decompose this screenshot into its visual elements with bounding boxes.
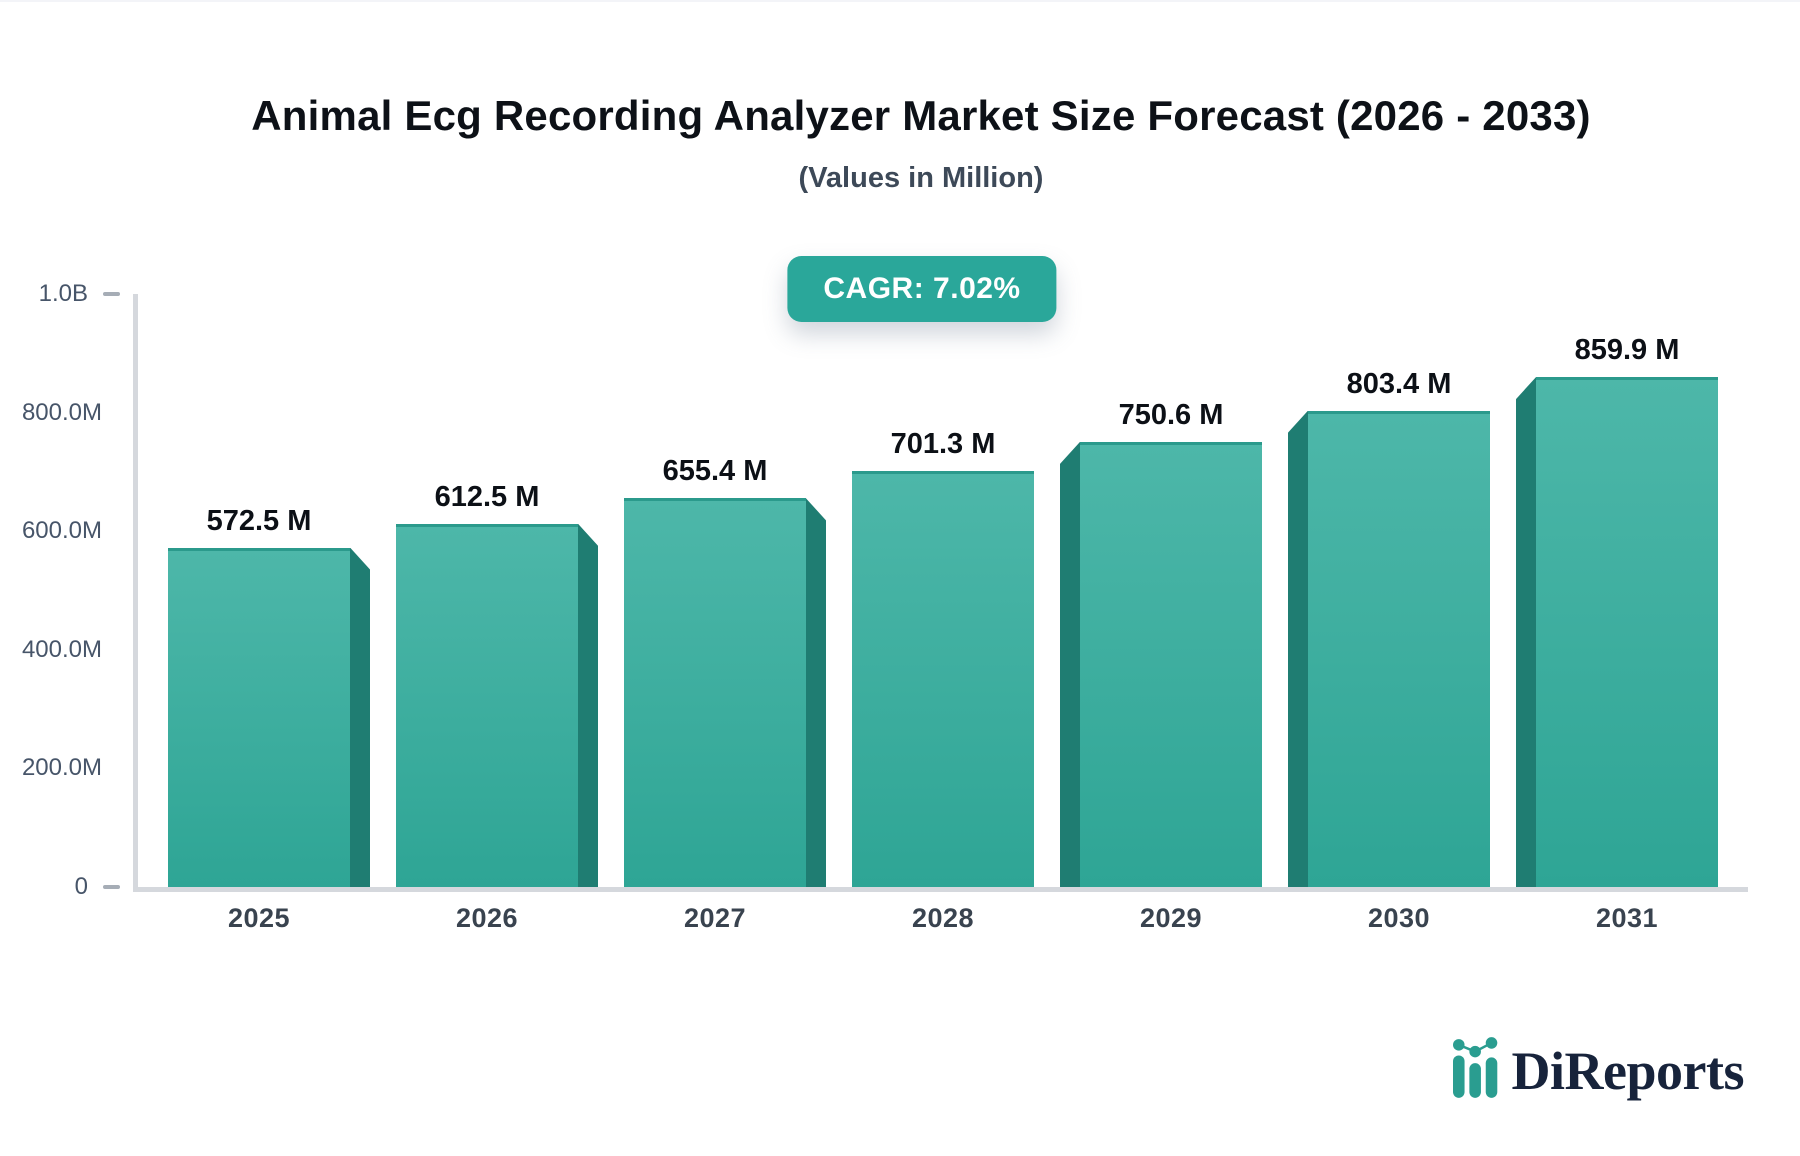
bars-container: 572.5 M 2025 612.5 M 2026 655.4 M 2027 701.3 M… <box>138 294 1748 933</box>
y-axis-tick-dash <box>103 292 120 296</box>
bar-group: 655.4 M 2027 <box>624 455 826 933</box>
bar-value-label: 803.4 M <box>1346 367 1452 400</box>
brand-logo-text: DiReports <box>1511 1041 1745 1101</box>
chart-title: Animal Ecg Recording Analyzer Market Siz… <box>251 92 1591 139</box>
bar-2025 <box>168 547 370 887</box>
bar-3d-side <box>1516 377 1536 887</box>
y-axis-tick-label: 800.0M <box>21 398 102 426</box>
x-axis-label: 2025 <box>227 903 291 933</box>
bar-2029 <box>1060 441 1262 887</box>
x-axis-label: 2030 <box>1367 903 1431 933</box>
bar-3d-side <box>1060 441 1080 887</box>
y-axis-tick-dash <box>103 885 120 889</box>
bar-3d-side <box>806 498 826 887</box>
y-axis-tick-label: 0 <box>74 873 88 900</box>
bar-2031 <box>1516 377 1718 887</box>
cagr-badge: CAGR: 7.02% <box>787 256 1057 322</box>
bar-3d-side <box>350 547 370 887</box>
bar-group: 612.5 M 2026 <box>396 480 598 933</box>
bar-value-label: 572.5 M <box>206 504 312 537</box>
bar-value-label: 655.4 M <box>662 455 768 488</box>
chart-subtitle: (Values in Million) <box>798 162 1044 194</box>
bar-group: 572.5 M 2025 <box>168 504 370 933</box>
bar-value-label: 701.3 M <box>890 428 996 461</box>
bar-2026 <box>396 523 598 887</box>
y-axis-tick-label: 400.0M <box>21 635 102 663</box>
bar-2028 <box>852 471 1034 887</box>
x-axis-label: 2029 <box>1139 903 1203 933</box>
bar-3d-side <box>578 523 598 887</box>
bar-2030 <box>1288 410 1490 887</box>
bar-value-label: 612.5 M <box>434 480 540 513</box>
bar-group: 803.4 M 2030 <box>1288 367 1490 933</box>
plot-area: 0 200.0M 400.0M 600.0M 800.0M 1.0B 572.5 M 202… <box>22 280 1748 933</box>
bar-group: 701.3 M 2028 <box>852 428 1034 933</box>
x-axis-label: 2027 <box>683 903 747 933</box>
x-axis-label: 2031 <box>1595 903 1659 933</box>
bar-value-label: 859.9 M <box>1574 334 1680 367</box>
x-axis-label: 2026 <box>455 903 519 933</box>
y-axis-tick-label: 200.0M <box>21 754 102 782</box>
bar-3d-side <box>1288 410 1308 887</box>
bar-value-label: 750.6 M <box>1118 398 1224 431</box>
y-axis-tick-label: 600.0M <box>21 517 102 545</box>
bar-group: 750.6 M 2029 <box>1060 398 1262 933</box>
x-axis-label: 2028 <box>911 903 975 933</box>
bar-line-chart-icon <box>1452 1037 1497 1098</box>
y-axis: 0 200.0M 400.0M 600.0M 800.0M 1.0B <box>22 280 1748 900</box>
chart-header: Animal Ecg Recording Analyzer Market Siz… <box>0 92 1800 195</box>
bar-2027 <box>624 498 826 887</box>
brand-logo: DiReports <box>1452 1036 1745 1101</box>
y-axis-tick-label: 1.0B <box>38 280 88 307</box>
bar-group: 859.9 M 2031 <box>1516 334 1718 933</box>
